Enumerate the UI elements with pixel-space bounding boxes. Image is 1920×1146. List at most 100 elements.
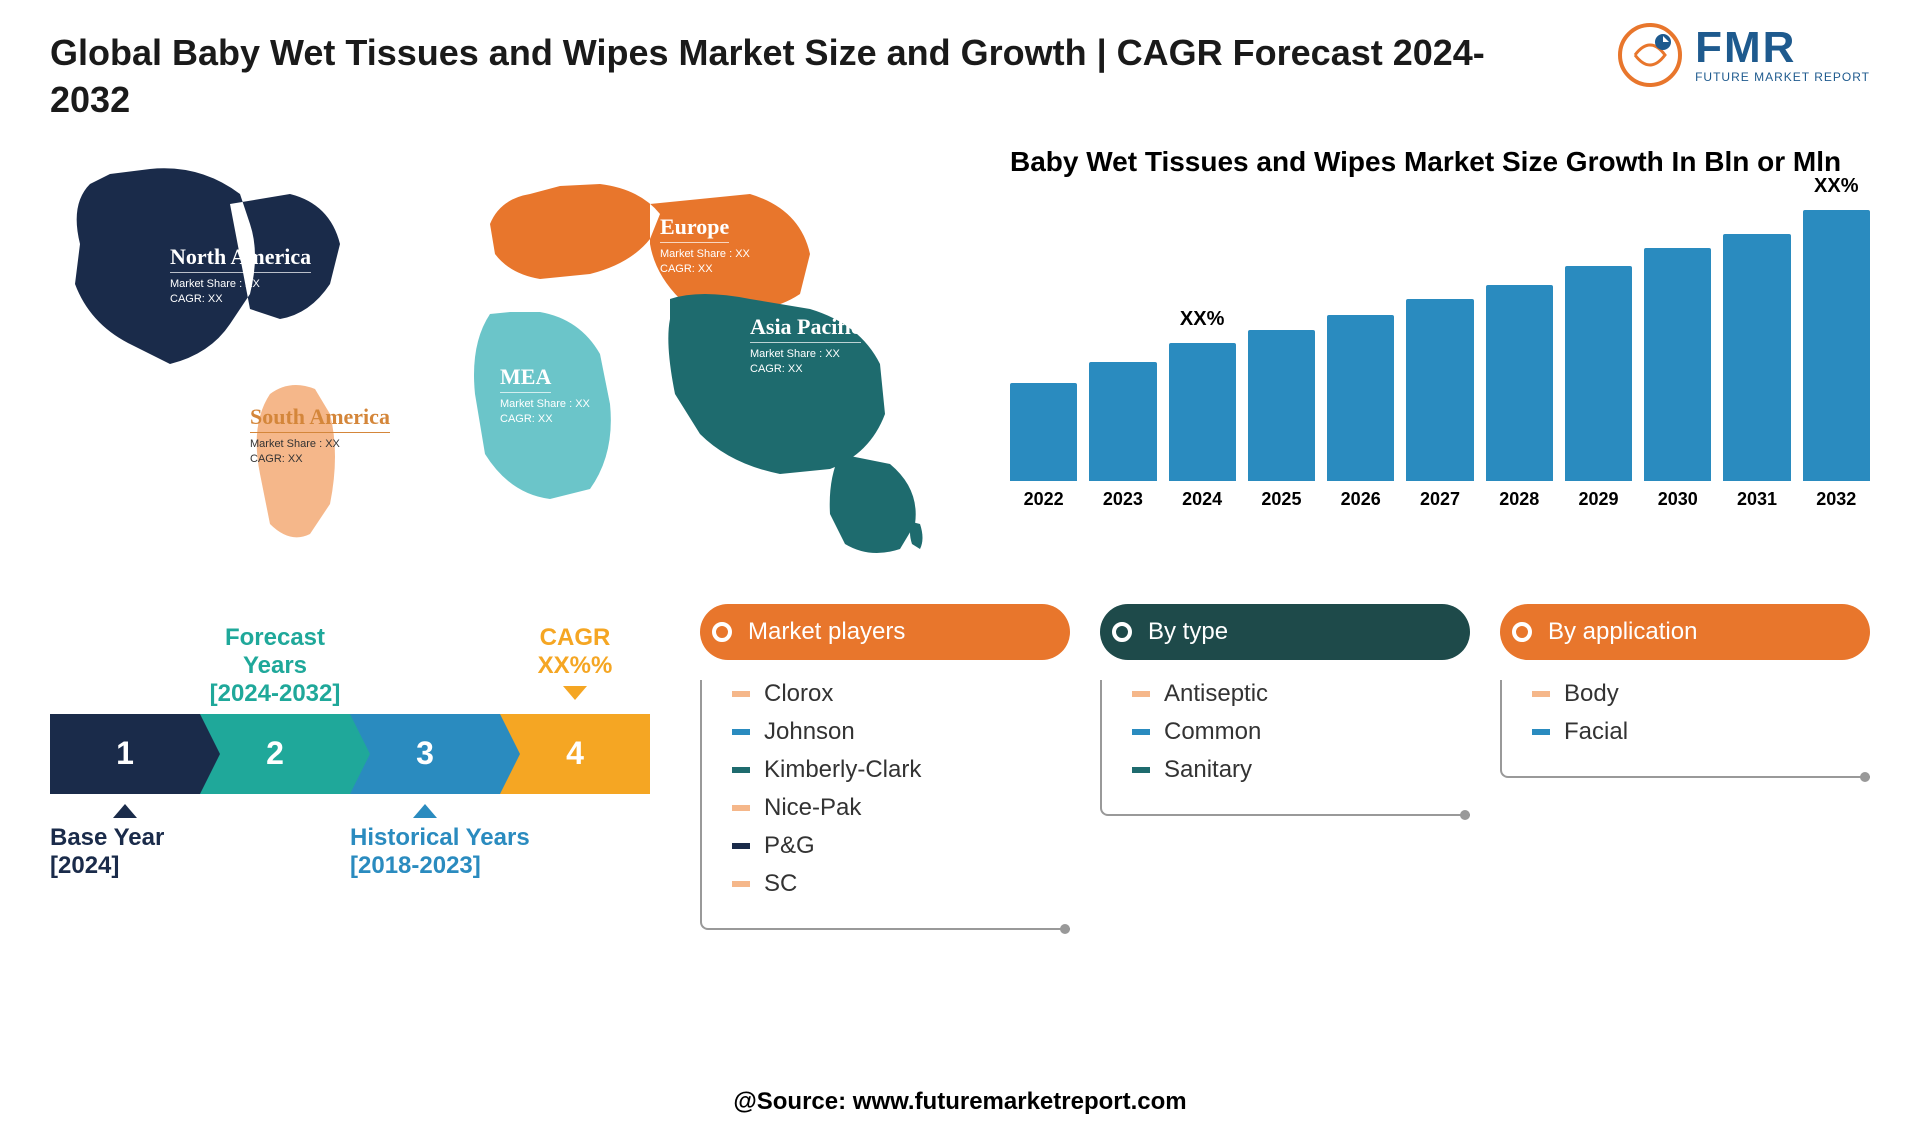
category-item-label: Facial	[1564, 718, 1628, 746]
timeline-top-label: Forecast Years	[195, 624, 355, 680]
logo-globe-icon	[1615, 20, 1685, 90]
timeline-section: Forecast Years[2024-2032]CAGRXX%% 1234 B…	[50, 604, 670, 930]
bar-year-label: 2028	[1499, 489, 1539, 510]
category-item-marker	[1532, 729, 1550, 735]
category-item-label: Johnson	[764, 718, 855, 746]
bar-group: XX%2024	[1169, 343, 1236, 510]
category-item-marker	[1532, 691, 1550, 697]
bar-group: XX%2032	[1803, 210, 1870, 510]
bar-group: 2025	[1248, 330, 1315, 510]
category-item-marker	[732, 767, 750, 773]
bar-chart-title: Baby Wet Tissues and Wipes Market Size G…	[1010, 144, 1870, 180]
category-item: Facial	[1532, 718, 1850, 746]
bar-year-label: 2023	[1103, 489, 1143, 510]
bar-group: 2028	[1486, 285, 1553, 510]
chart-bar	[1406, 299, 1473, 481]
timeline-bottom-item: Base Year[2024]	[50, 804, 164, 880]
category-item: Johnson	[732, 718, 1050, 746]
logo-sub-text: FUTURE MARKET REPORT	[1695, 70, 1870, 84]
category-item-marker	[732, 805, 750, 811]
bar-year-label: 2032	[1816, 489, 1856, 510]
category-box: By typeAntisepticCommonSanitary	[1100, 604, 1470, 930]
category-item-marker	[732, 881, 750, 887]
category-header: By application	[1500, 604, 1870, 660]
region-sa-share: Market Share : XX	[250, 437, 390, 452]
category-item-marker	[1132, 691, 1150, 697]
timeline-segment: 3	[350, 714, 500, 794]
bar-group: 2023	[1089, 362, 1156, 510]
bar-chart-section: Baby Wet Tissues and Wipes Market Size G…	[1010, 144, 1870, 564]
bar-annotation: XX%	[1814, 175, 1858, 198]
timeline-top-label: CAGR	[495, 624, 655, 652]
category-item-label: Nice-Pak	[764, 794, 861, 822]
category-item-label: Sanitary	[1164, 756, 1252, 784]
chart-bar	[1644, 248, 1711, 481]
category-item: Sanitary	[1132, 756, 1450, 784]
region-ap-name: Asia Pacific	[750, 314, 861, 343]
category-bullet-icon	[712, 622, 732, 642]
category-item: Kimberly-Clark	[732, 756, 1050, 784]
timeline-segment: 2	[200, 714, 350, 794]
region-eu-name: Europe	[660, 214, 729, 243]
chart-bar	[1169, 343, 1236, 481]
category-item-label: SC	[764, 870, 797, 898]
bar-group: 2029	[1565, 266, 1632, 510]
world-map: North America Market Share : XX CAGR: XX…	[50, 144, 970, 564]
category-box: By application Body Facial	[1500, 604, 1870, 930]
category-bullet-icon	[1512, 622, 1532, 642]
chart-bar	[1010, 383, 1077, 481]
bar-year-label: 2024	[1182, 489, 1222, 510]
chart-bar	[1803, 210, 1870, 481]
region-na-name: North America	[170, 244, 311, 273]
category-title: By application	[1548, 618, 1697, 646]
category-item-label: Common	[1164, 718, 1261, 746]
timeline-top-item: CAGRXX%%	[495, 624, 655, 700]
bar-year-label: 2030	[1658, 489, 1698, 510]
category-item-marker	[1132, 729, 1150, 735]
category-item-label: Body	[1564, 680, 1619, 708]
category-item: SC	[732, 870, 1050, 898]
timeline-bottom-sub: [2024]	[50, 852, 164, 880]
category-item: Nice-Pak	[732, 794, 1050, 822]
chart-bar	[1486, 285, 1553, 481]
region-na-share: Market Share : XX	[170, 277, 311, 292]
category-list: Clorox Johnson Kimberly-Clark Nice-Pak P&G SC	[700, 680, 1070, 930]
page-title: Global Baby Wet Tissues and Wipes Market…	[50, 30, 1500, 124]
category-box: Market players Clorox Johnson Kimberly-Clar…	[700, 604, 1070, 930]
category-item: P&G	[732, 832, 1050, 860]
bar-group: 2027	[1406, 299, 1473, 510]
logo-main-text: FMR	[1695, 26, 1870, 70]
region-mea-name: MEA	[500, 364, 551, 393]
category-header: By type	[1100, 604, 1470, 660]
timeline-top-item: Forecast Years[2024-2032]	[195, 624, 355, 728]
bar-year-label: 2022	[1024, 489, 1064, 510]
bar-year-label: 2025	[1261, 489, 1301, 510]
bar-year-label: 2026	[1341, 489, 1381, 510]
category-item-label: Clorox	[764, 680, 833, 708]
category-item-label: Kimberly-Clark	[764, 756, 921, 784]
source-attribution: @Source: www.futuremarketreport.com	[733, 1088, 1186, 1116]
chart-bar	[1248, 330, 1315, 481]
logo: FMR FUTURE MARKET REPORT	[1615, 20, 1870, 90]
region-na-cagr: CAGR: XX	[170, 292, 311, 307]
category-item: Clorox	[732, 680, 1050, 708]
timeline-top-sub: [2024-2032]	[195, 680, 355, 708]
region-sa-cagr: CAGR: XX	[250, 452, 390, 467]
chart-bar	[1089, 362, 1156, 481]
category-item-marker	[732, 729, 750, 735]
chart-bar	[1327, 315, 1394, 481]
bar-group: 2022	[1010, 383, 1077, 510]
bar-group: 2031	[1723, 234, 1790, 510]
bar-group: 2030	[1644, 248, 1711, 510]
timeline-bottom-item: Historical Years[2018-2023]	[350, 804, 530, 880]
bar-group: 2026	[1327, 315, 1394, 510]
category-item-marker	[1132, 767, 1150, 773]
chart-bar	[1723, 234, 1790, 481]
category-header: Market players	[700, 604, 1070, 660]
category-list: AntisepticCommonSanitary	[1100, 680, 1470, 816]
category-title: Market players	[748, 618, 905, 646]
chart-bar	[1565, 266, 1632, 481]
region-mea-share: Market Share : XX	[500, 397, 590, 412]
region-mea-cagr: CAGR: XX	[500, 412, 590, 427]
timeline-segment: 4	[500, 714, 650, 794]
